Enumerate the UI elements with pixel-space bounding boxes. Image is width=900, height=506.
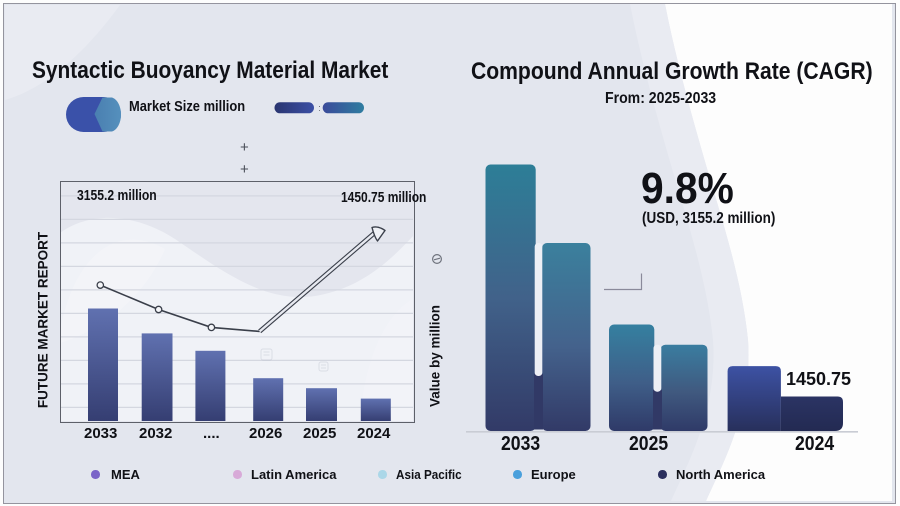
svg-text::: : [318,103,321,113]
